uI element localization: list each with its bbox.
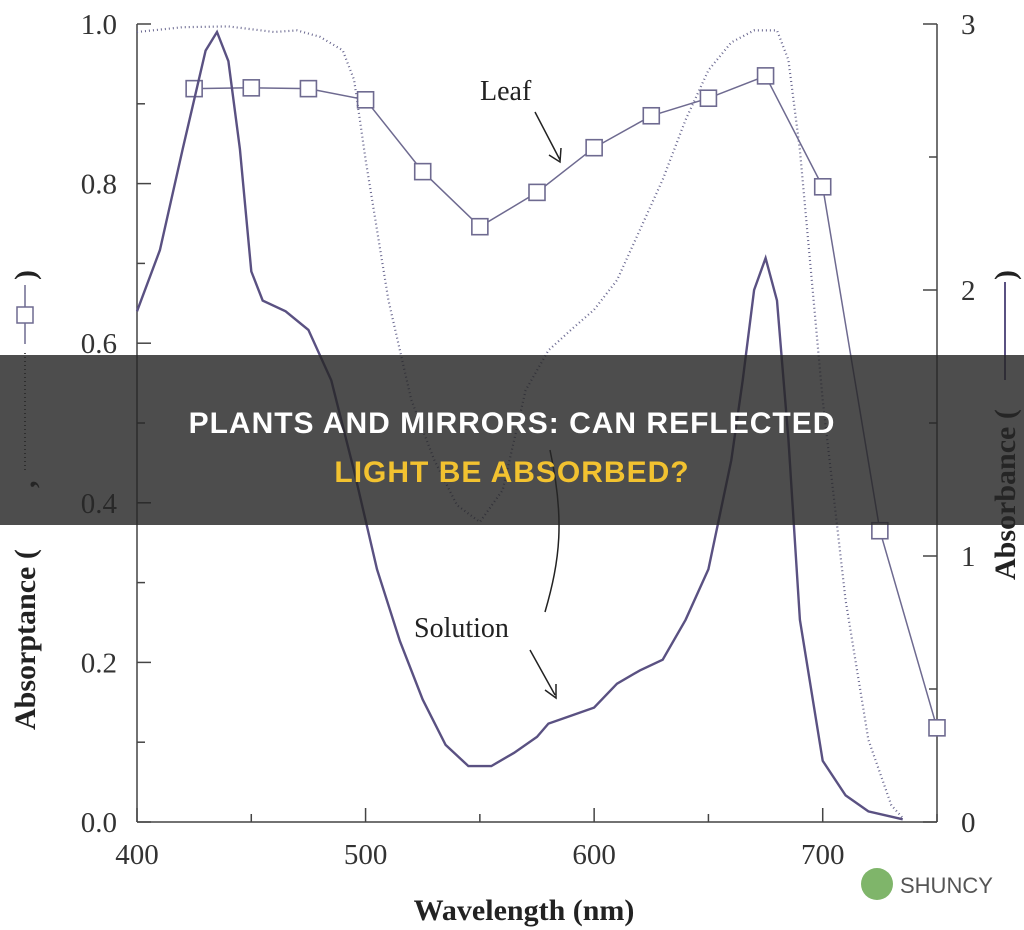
y-label-text: Absorptance ( (9, 549, 42, 730)
marker (471, 217, 489, 236)
y-tick-label: 1.0 (81, 9, 117, 41)
series-line (136, 25, 904, 819)
marker (928, 719, 946, 737)
y2-label-close: ) (989, 270, 1022, 280)
x-tick-label: 700 (801, 839, 845, 871)
y-tick-label: 0.2 (81, 647, 117, 679)
y2-tick-label: 0 (961, 807, 976, 839)
y2-tick-label: 2 (961, 275, 976, 307)
banner-background (0, 355, 1024, 525)
marker (813, 177, 832, 196)
y-tick-label: 0.8 (81, 169, 117, 201)
marker (185, 79, 203, 98)
y2-tick-label: 1 (961, 541, 976, 573)
y-tick-label: 0.0 (81, 807, 117, 839)
x-tick-label: 600 (572, 839, 616, 871)
marker (642, 106, 661, 125)
marker (699, 89, 718, 108)
marker (356, 91, 375, 109)
marker (242, 79, 261, 97)
marker (871, 521, 889, 540)
marker (528, 183, 546, 202)
annotation-arrow (529, 649, 557, 700)
annotation-arrow (534, 111, 562, 164)
marker (585, 138, 603, 157)
x-axis-label: Wavelength (nm) (414, 894, 635, 927)
marker (413, 162, 432, 181)
y2-tick-label: 3 (961, 9, 976, 41)
legend-square (16, 306, 34, 324)
y-axis-label: Absorptance ( , ) (9, 270, 42, 730)
annotation: Leaf (480, 76, 532, 107)
marker (756, 67, 775, 85)
marker (299, 79, 318, 98)
x-tick-label: 400 (115, 839, 159, 871)
annotation: Solution (414, 613, 509, 644)
series-line (135, 29, 903, 821)
banner-title: PLANTS AND MIRRORS: CAN REFLECTED (189, 407, 836, 440)
logo-icon (861, 868, 893, 900)
series-line (194, 74, 938, 729)
banner-title: LIGHT BE ABSORBED? (334, 456, 689, 489)
y-tick-label: 0.6 (81, 328, 117, 360)
y-label-close: ) (9, 270, 42, 280)
watermark: SHUNCY (900, 873, 993, 898)
x-tick-label: 500 (344, 839, 388, 871)
